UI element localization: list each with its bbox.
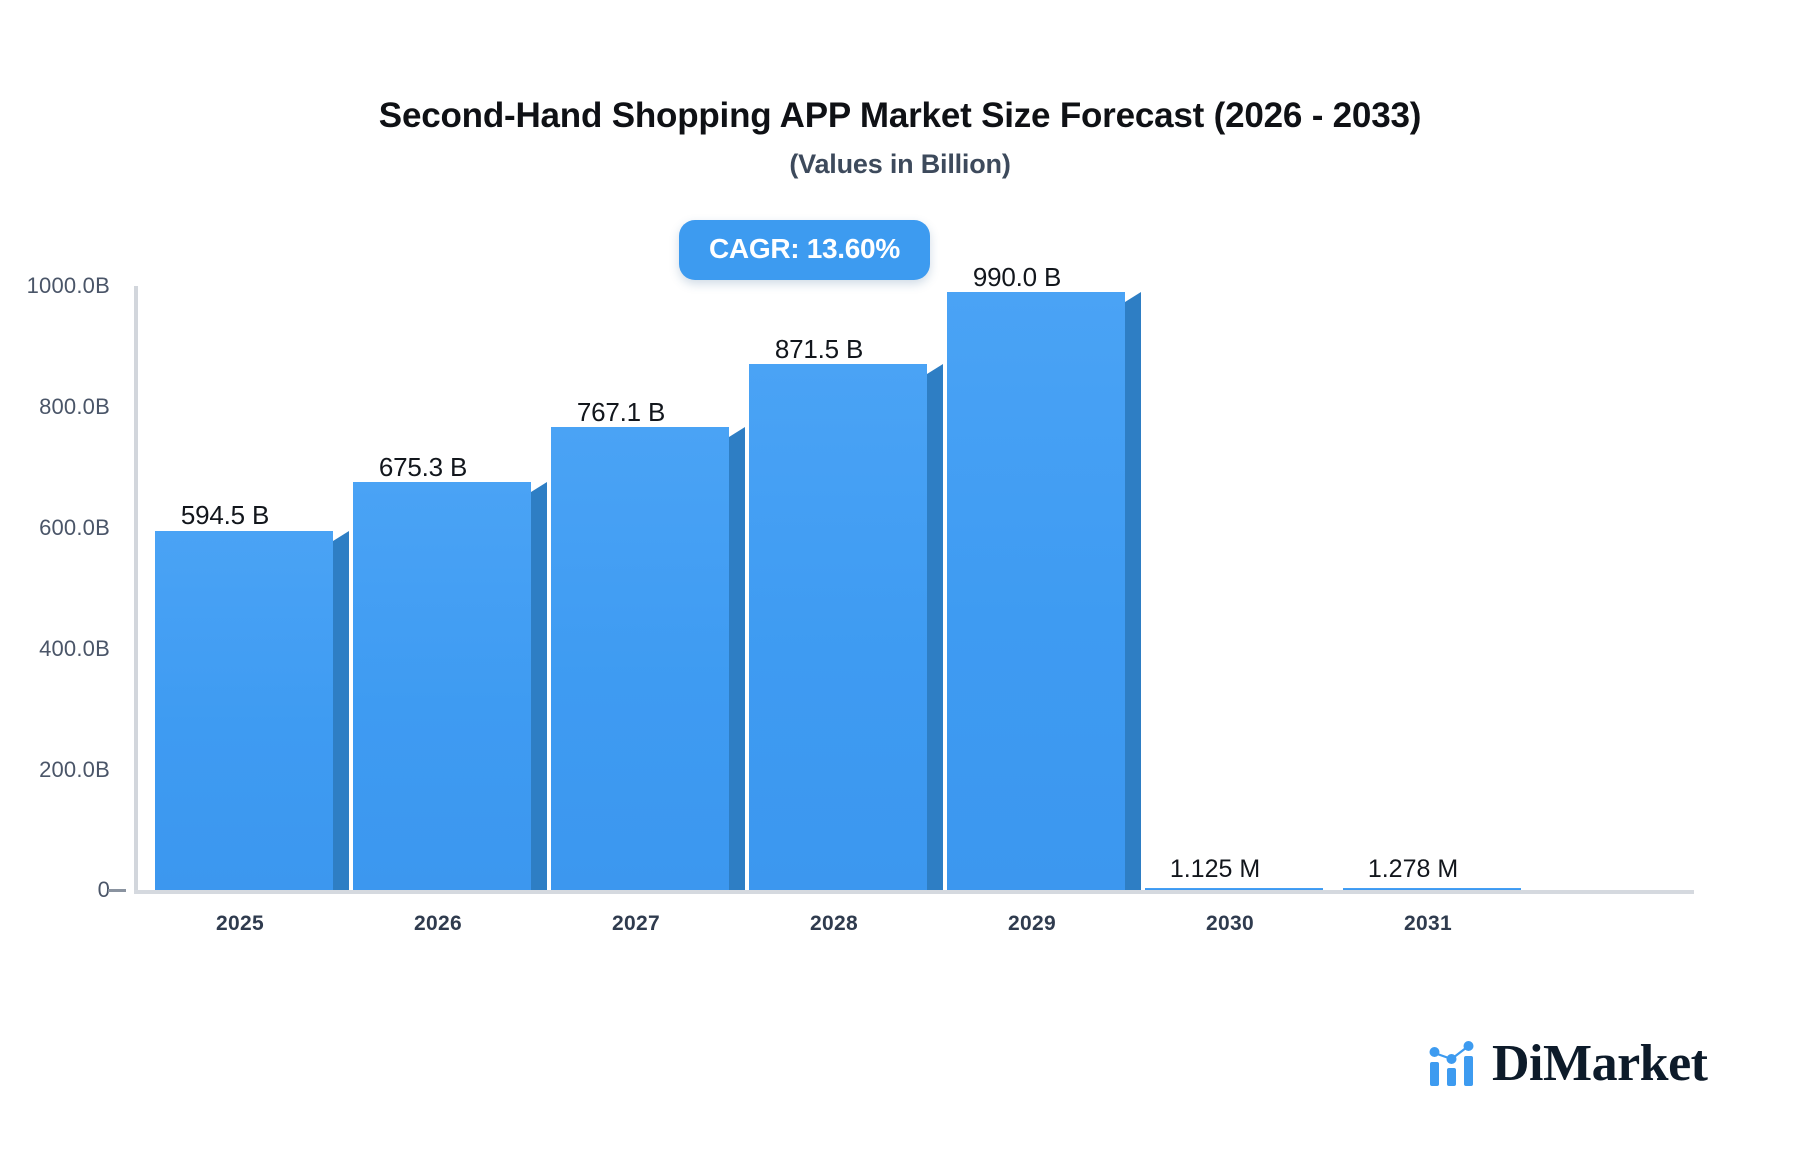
plot-area (134, 286, 1694, 894)
bar-2030-front[interactable] (1145, 888, 1323, 890)
bar-2025[interactable] (155, 531, 349, 890)
bar-2027-side (729, 437, 745, 890)
bar-2025-front[interactable] (155, 531, 333, 890)
bar-2027-front[interactable] (551, 427, 729, 890)
bar-2026-front[interactable] (353, 482, 531, 890)
bar-2028[interactable] (749, 364, 943, 890)
y-tick-1000: 1000.0B (26, 273, 110, 298)
y-tick-0: 0 (97, 877, 110, 902)
bar-chart-dots-icon (1428, 1040, 1478, 1088)
bar-2026[interactable] (353, 482, 547, 890)
brand-logo: DiMarket (1428, 1035, 1708, 1092)
bar-2029-front[interactable] (947, 292, 1125, 890)
bar-value-2029: 990.0 B (972, 262, 1062, 292)
bar-2026-side (531, 492, 547, 890)
y-tick-600: 600.0B (39, 515, 110, 540)
chart-subtitle: (Values in Billion) (789, 149, 1011, 180)
x-label-2028: 2028 (810, 912, 858, 935)
x-axis-line (134, 890, 1694, 894)
brand-name: DiMarket (1492, 1035, 1708, 1092)
bar-value-2031: 1.278 M (1367, 855, 1459, 883)
bar-2028-top (927, 364, 943, 374)
chart-title: Second-Hand Shopping APP Market Size For… (378, 96, 1422, 135)
bar-value-2025: 594.5 B (180, 500, 270, 530)
bar-2026-top (531, 482, 547, 492)
y-tick-800: 800.0B (39, 394, 110, 419)
bar-2029-side (1125, 302, 1141, 890)
bar-2025-side (333, 541, 349, 890)
bar-2027[interactable] (551, 427, 745, 890)
bar-2029-top (1125, 292, 1141, 302)
bar-2025-top (333, 531, 349, 541)
bar-2031-front[interactable] (1343, 888, 1521, 890)
x-label-2031: 2031 (1404, 912, 1452, 935)
bar-2031[interactable] (1343, 888, 1521, 890)
bar-2028-side (927, 374, 943, 890)
bar-value-2027: 767.1 B (576, 397, 666, 427)
y-tick-400: 400.0B (39, 636, 110, 661)
x-label-2030: 2030 (1206, 912, 1254, 935)
cagr-badge[interactable]: CAGR: 13.60% (679, 220, 930, 280)
x-label-2026: 2026 (414, 912, 462, 935)
x-label-2027: 2027 (612, 912, 660, 935)
bar-value-2028: 871.5 B (774, 334, 864, 364)
x-label-2025: 2025 (216, 912, 264, 935)
chart-header: Second-Hand Shopping APP Market Size For… (0, 96, 1800, 180)
bar-2030[interactable] (1145, 888, 1323, 890)
bar-value-2026: 675.3 B (378, 452, 468, 482)
bar-2027-top (729, 427, 745, 437)
y-axis-line (134, 286, 138, 890)
y-tick-200: 200.0B (39, 757, 110, 782)
bar-2028-front[interactable] (749, 364, 927, 890)
bar-value-2030: 1.125 M (1169, 855, 1261, 883)
x-label-2029: 2029 (1008, 912, 1056, 935)
y-zero-tick-mark (108, 889, 126, 892)
bar-2029[interactable] (947, 292, 1141, 890)
